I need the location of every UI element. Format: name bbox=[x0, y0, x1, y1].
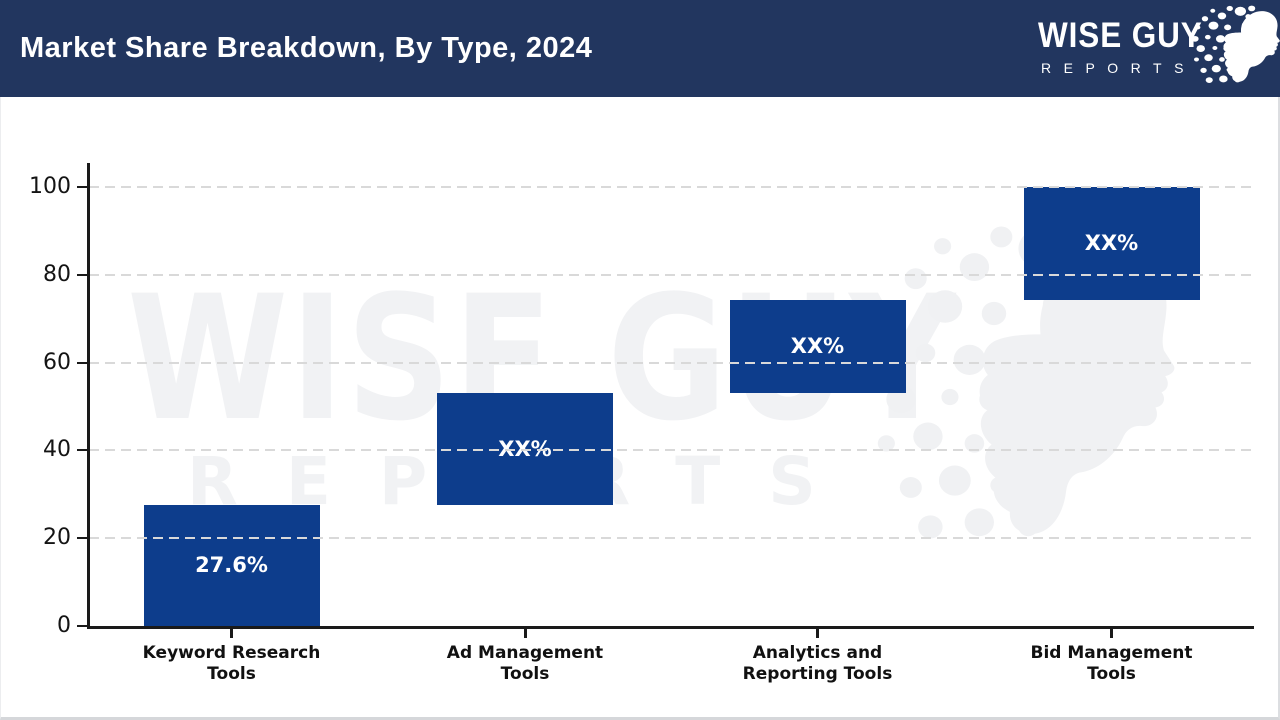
x-tick bbox=[1110, 629, 1113, 638]
x-tick bbox=[523, 629, 527, 638]
y-tick bbox=[77, 449, 88, 452]
y-tick-label: 40 bbox=[43, 437, 71, 463]
bar-value-label: 27.6% bbox=[195, 553, 268, 578]
y-tick-label: 0 bbox=[57, 613, 71, 638]
chart-canvas: WISE GUY REPORTS 27.6%XX%XX%XX%020406080… bbox=[0, 97, 1280, 720]
x-category-label: Ad Management Tools bbox=[385, 643, 665, 685]
bar-value-label: XX% bbox=[790, 334, 845, 359]
header-bar: Market Share Breakdown, By Type, 2024 WI… bbox=[0, 0, 1280, 97]
x-category-label-line: Reporting Tools bbox=[742, 664, 893, 684]
y-tick-label: 60 bbox=[43, 349, 71, 375]
y-tick bbox=[77, 625, 88, 627]
x-axis-line bbox=[87, 626, 1254, 629]
y-tick-label: 100 bbox=[29, 174, 71, 199]
wiseguy-face-icon bbox=[1191, 5, 1280, 83]
y-tick-label: 80 bbox=[43, 261, 71, 287]
y-axis-line bbox=[87, 163, 90, 629]
logo-wiseguy-text: WISE GUY bbox=[1038, 16, 1203, 55]
y-tick bbox=[77, 186, 88, 188]
logo-reports-text: REPORTS bbox=[1041, 60, 1196, 76]
bar-value-label: XX% bbox=[1084, 231, 1139, 256]
x-category-label: Keyword Research Tools bbox=[92, 643, 372, 685]
x-category-label: Bid Management Tools bbox=[972, 643, 1252, 685]
y-tick-label: 20 bbox=[43, 525, 71, 551]
x-category-label-line: Tools bbox=[1087, 664, 1136, 684]
x-category-label: Analytics and Reporting Tools bbox=[678, 643, 958, 685]
wiseguy-reports-logo: WISE GUY REPORTS bbox=[1020, 0, 1280, 97]
x-category-label-line: Keyword Research bbox=[142, 643, 321, 663]
x-category-label-line: Tools bbox=[207, 664, 256, 684]
x-category-label-line: Bid Management bbox=[1030, 643, 1193, 663]
waterfall-bar: XX% bbox=[729, 299, 906, 393]
y-tick bbox=[77, 361, 88, 364]
bar-value-label: XX% bbox=[498, 436, 552, 461]
y-tick bbox=[77, 273, 88, 276]
page-title: Market Share Breakdown, By Type, 2024 bbox=[20, 32, 593, 64]
plot-area: 27.6% XX% XX% XX% 0 20 40 60 80 100 Keyword Resear… bbox=[1, 97, 1278, 717]
gridline bbox=[89, 186, 1254, 188]
x-category-label-line: Analytics and bbox=[752, 643, 883, 663]
waterfall-bar: XX% bbox=[1023, 187, 1200, 300]
waterfall-bar: 27.6% bbox=[143, 504, 320, 626]
waterfall-bar: XX% bbox=[437, 392, 613, 505]
y-tick bbox=[77, 537, 88, 540]
gridline bbox=[89, 537, 1254, 540]
x-tick bbox=[816, 629, 819, 638]
x-category-label-line: Tools bbox=[500, 664, 550, 684]
gridline bbox=[89, 273, 1254, 276]
x-tick bbox=[230, 629, 233, 638]
gridline bbox=[89, 361, 1254, 364]
gridline bbox=[89, 449, 1254, 452]
x-category-label-line: Ad Management bbox=[446, 643, 604, 663]
